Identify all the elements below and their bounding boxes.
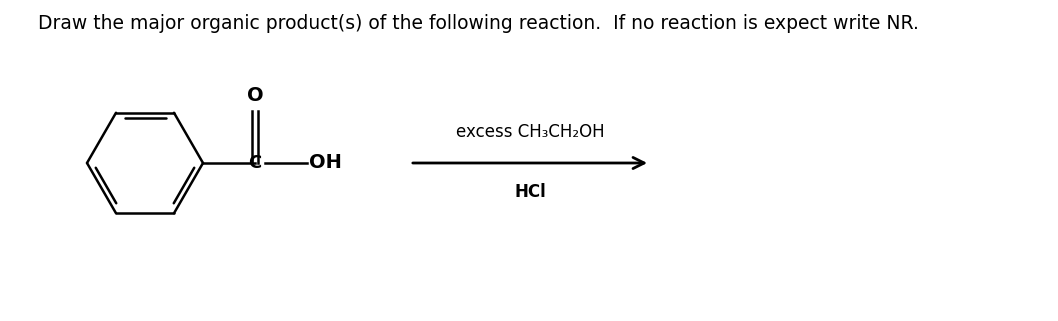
Text: HCl: HCl — [514, 183, 546, 201]
Text: O: O — [247, 86, 263, 105]
Text: OH: OH — [309, 153, 342, 172]
Text: C: C — [249, 154, 261, 172]
Text: excess CH₃CH₂OH: excess CH₃CH₂OH — [456, 123, 604, 141]
Text: Draw the major organic product(s) of the following reaction.  If no reaction is : Draw the major organic product(s) of the… — [38, 14, 919, 33]
